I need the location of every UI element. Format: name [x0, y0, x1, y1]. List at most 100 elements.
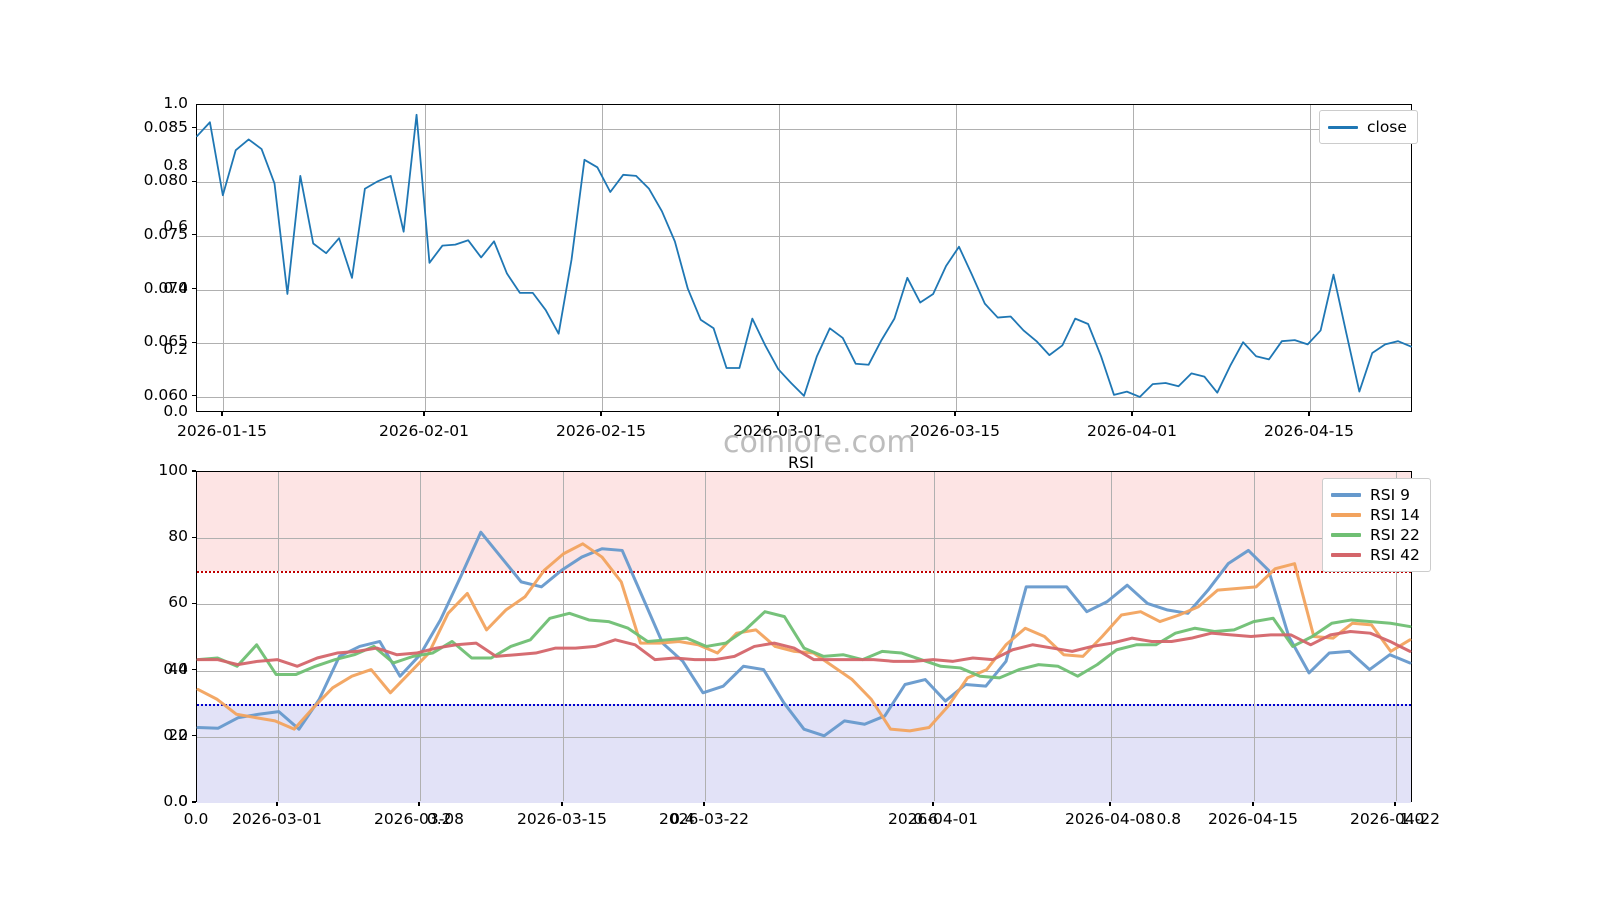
price-x-tick-label: 2026-02-01 [378, 422, 470, 440]
legend-item-label: RSI 22 [1370, 526, 1420, 544]
rsi-x-tickmark [418, 802, 420, 806]
price-x-tick-label: 2026-03-01 [732, 422, 824, 440]
rsi-x-overlay-tick-label: 0.0 [183, 810, 209, 828]
rsi-y-tick-label: 100 [158, 461, 188, 479]
price-line-series [196, 113, 1412, 398]
legend-item-label: RSI 9 [1370, 486, 1410, 504]
coinlore-watermark: coinlore.com [723, 425, 916, 460]
price-y-overlay-tick-label: 0.6 [163, 217, 188, 236]
rsi-x-overlay-tick-label: 0.6 [913, 810, 938, 828]
rsi-x-tickmark [932, 802, 934, 806]
rsi-x-tick-label: 2026-03-08 [373, 810, 465, 828]
legend-color-swatch [1331, 493, 1361, 497]
rsi-x-tick-label: 2026-04-08 [1064, 810, 1156, 828]
price-y-tickmark [192, 127, 196, 129]
rsi-x-tickmark [1252, 802, 1254, 806]
legend-item-label: RSI 42 [1370, 546, 1420, 564]
rsi-line-series [196, 530, 1412, 738]
price-gridline-horizontal [197, 343, 1411, 345]
rsi-gridline-vertical [420, 472, 421, 801]
rsi-gridline-vertical [1111, 472, 1112, 801]
price-gridline-vertical [956, 105, 957, 411]
price-y-tick-label: 0.060 [143, 385, 188, 404]
price-x-tickmark [954, 412, 956, 416]
rsi-y-tickmark [192, 801, 196, 803]
rsi-panel-title: RSI [788, 453, 814, 472]
price-x-tickmark [1131, 412, 1133, 416]
price-gridline-horizontal [197, 235, 1411, 237]
price-x-tick-label: 2026-03-15 [909, 422, 1001, 440]
rsi-y-tickmark [192, 536, 196, 538]
rsi-y-tickmark [192, 470, 196, 472]
price-gridline-horizontal [197, 182, 1411, 184]
price-x-tickmark [1308, 412, 1310, 416]
price-y-overlay-tick-label: 1.0 [163, 94, 188, 112]
price-gridline-vertical [602, 105, 603, 411]
legend-item[interactable]: RSI 22 [1331, 525, 1420, 545]
overbought-band [197, 472, 1411, 572]
price-gridline-vertical [1133, 105, 1134, 411]
price-x-tick-label: 2026-04-01 [1086, 422, 1178, 440]
legend-color-swatch [1331, 513, 1361, 517]
rsi-legend[interactable]: RSI 9 RSI 14 RSI 22 RSI 42 [1322, 478, 1431, 572]
rsi-gridline-horizontal [197, 538, 1411, 540]
price-gridline-horizontal [197, 128, 1411, 130]
rsi-x-tick-label: 2026-04-01 [887, 810, 979, 828]
price-y-tick-label: 0.075 [143, 224, 188, 243]
rsi-gridline-vertical [563, 472, 564, 801]
price-y-overlay-tick-label: 0.2 [163, 340, 188, 359]
rsi-y-tick-label: 60 [168, 593, 188, 612]
rsi-x-tickmark [1394, 802, 1396, 806]
price-y-tickmark [192, 395, 196, 397]
rsi-y-tickmark [192, 669, 196, 671]
legend-color-swatch [1331, 553, 1361, 557]
overbought-threshold-line [197, 571, 1411, 574]
price-x-tick-label: 2026-02-15 [555, 422, 647, 440]
rsi-gridline-vertical [278, 472, 279, 801]
legend-color-swatch [1328, 125, 1358, 129]
rsi-y-tick-label: 40 [168, 659, 188, 678]
rsi-y-tick-label: 20 [168, 725, 188, 744]
price-plot-area [196, 104, 1412, 412]
rsi-gridline-horizontal [197, 670, 1411, 672]
legend-item[interactable]: RSI 9 [1331, 485, 1420, 505]
rsi-x-overlay-tick-label: 0.8 [1156, 810, 1182, 828]
rsi-gridline-vertical [934, 472, 935, 801]
rsi-x-overlay-tick-label: 1.0 [1399, 810, 1425, 828]
price-legend[interactable]: close [1319, 110, 1418, 144]
rsi-gridline-horizontal [197, 736, 1411, 738]
price-y-tick-label: 0.080 [143, 171, 188, 190]
price-y-overlay-tick-label: 0.8 [163, 155, 188, 174]
price-gridline-vertical [779, 105, 780, 411]
price-y-tick-label: 0.070 [143, 278, 188, 297]
price-y-tickmark [192, 234, 196, 236]
rsi-x-tickmark [703, 802, 705, 806]
rsi-y-overlay-tick-label: 0.4 [163, 659, 188, 678]
legend-item[interactable]: RSI 42 [1331, 545, 1420, 565]
legend-item-label: close [1367, 118, 1407, 136]
price-x-tick-label: 2026-04-15 [1263, 422, 1355, 440]
legend-item[interactable]: RSI 14 [1331, 505, 1420, 525]
legend-item-label: RSI 14 [1370, 506, 1420, 524]
price-x-tickmark [777, 412, 779, 416]
oversold-threshold-line [197, 703, 1411, 706]
rsi-x-tick-label: 2026-03-15 [516, 810, 608, 828]
price-gridline-vertical [1310, 105, 1311, 411]
rsi-gridline-vertical [705, 472, 706, 801]
rsi-y-tick-label: 80 [168, 527, 188, 546]
price-y-tickmark [192, 288, 196, 290]
price-y-overlay-tick-label: 0.4 [163, 278, 188, 297]
price-y-tickmark [192, 341, 196, 343]
rsi-y-tick-label: 0 [178, 792, 188, 810]
price-x-tickmark [423, 412, 425, 416]
price-x-tickmark [600, 412, 602, 416]
price-gridline-horizontal [197, 289, 1411, 291]
rsi-y-overlay-tick-label: 0.0 [163, 792, 188, 810]
price-y-tick-label: 0.065 [143, 332, 188, 351]
rsi-plot-area [196, 471, 1412, 803]
rsi-gridline-vertical [1396, 472, 1397, 801]
rsi-x-tickmark [1109, 802, 1111, 806]
price-x-tick-label: 2026-01-15 [176, 422, 268, 440]
legend-item[interactable]: close [1328, 117, 1407, 137]
